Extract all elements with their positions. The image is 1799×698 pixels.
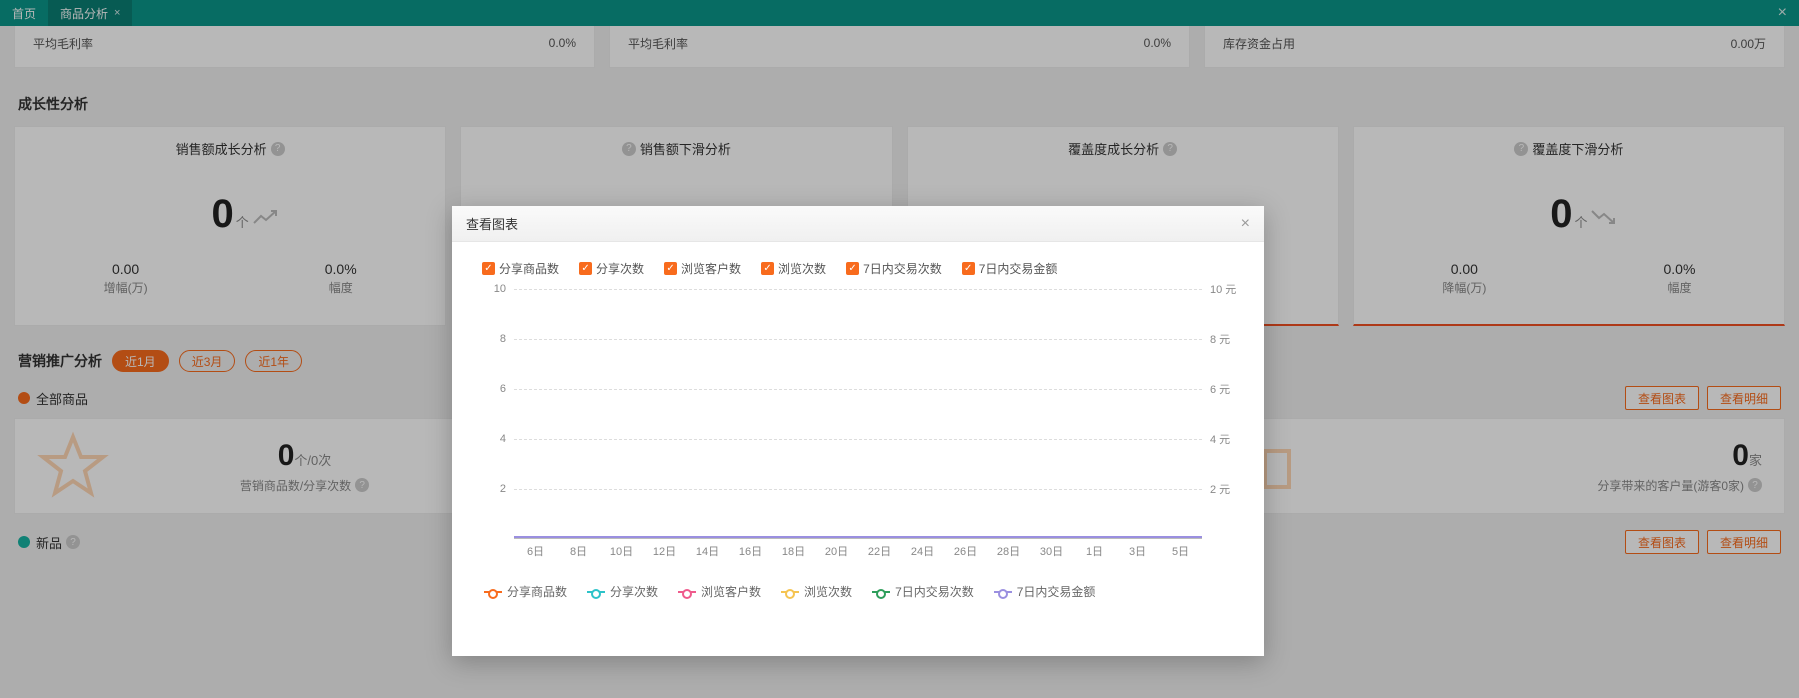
legend-item[interactable]: 分享次数 <box>587 583 658 600</box>
y-axis-right: 10 元8 元6 元4 元2 元 <box>1206 289 1242 539</box>
chart-modal: 查看图表 × ✓分享商品数✓分享次数✓浏览客户数✓浏览次数✓7日内交易次数✓7日… <box>452 206 1264 656</box>
series-checkbox-row: ✓分享商品数 ✓分享次数 ✓浏览客户数 ✓浏览次数 ✓7日内交易次数 ✓7日内交易金额 <box>482 260 1246 277</box>
chart: 108642 10 元8 元6 元4 元2 元 6日8日10日12日14日16日… <box>474 289 1242 569</box>
legend-swatch <box>587 591 605 593</box>
legend-swatch <box>994 591 1012 593</box>
legend-swatch <box>872 591 890 593</box>
legend-swatch <box>484 591 502 593</box>
series-checkbox[interactable]: ✓7日内交易金额 <box>962 260 1058 277</box>
y-axis-left: 108642 <box>474 289 510 539</box>
legend-item[interactable]: 浏览次数 <box>781 583 852 600</box>
legend-swatch <box>781 591 799 593</box>
series-checkbox[interactable]: ✓浏览次数 <box>761 260 826 277</box>
plot-area <box>514 289 1202 539</box>
legend-item[interactable]: 浏览客户数 <box>678 583 761 600</box>
series-checkbox[interactable]: ✓分享商品数 <box>482 260 559 277</box>
checkbox-icon: ✓ <box>846 262 859 275</box>
series-checkbox[interactable]: ✓7日内交易次数 <box>846 260 942 277</box>
checkbox-icon: ✓ <box>761 262 774 275</box>
checkbox-icon: ✓ <box>962 262 975 275</box>
checkbox-icon: ✓ <box>664 262 677 275</box>
legend-item[interactable]: 7日内交易金额 <box>994 583 1096 600</box>
modal-close-icon[interactable]: × <box>1241 215 1250 233</box>
series-checkbox[interactable]: ✓浏览客户数 <box>664 260 741 277</box>
modal-title: 查看图表 <box>466 214 518 233</box>
legend-swatch <box>678 591 696 593</box>
legend-item[interactable]: 7日内交易次数 <box>872 583 974 600</box>
modal-body: ✓分享商品数✓分享次数✓浏览客户数✓浏览次数✓7日内交易次数✓7日内交易金额 1… <box>452 242 1264 606</box>
modal-header: 查看图表 × <box>452 206 1264 242</box>
x-axis: 6日8日10日12日14日16日18日20日22日24日26日28日30日1日3… <box>514 543 1202 559</box>
checkbox-icon: ✓ <box>482 262 495 275</box>
series-checkbox[interactable]: ✓分享次数 <box>579 260 644 277</box>
legend-item[interactable]: 分享商品数 <box>484 583 567 600</box>
chart-legend: 分享商品数 分享次数 浏览客户数 浏览次数 7日内交易次数 7日内交易金额 <box>484 583 1246 600</box>
checkbox-icon: ✓ <box>579 262 592 275</box>
